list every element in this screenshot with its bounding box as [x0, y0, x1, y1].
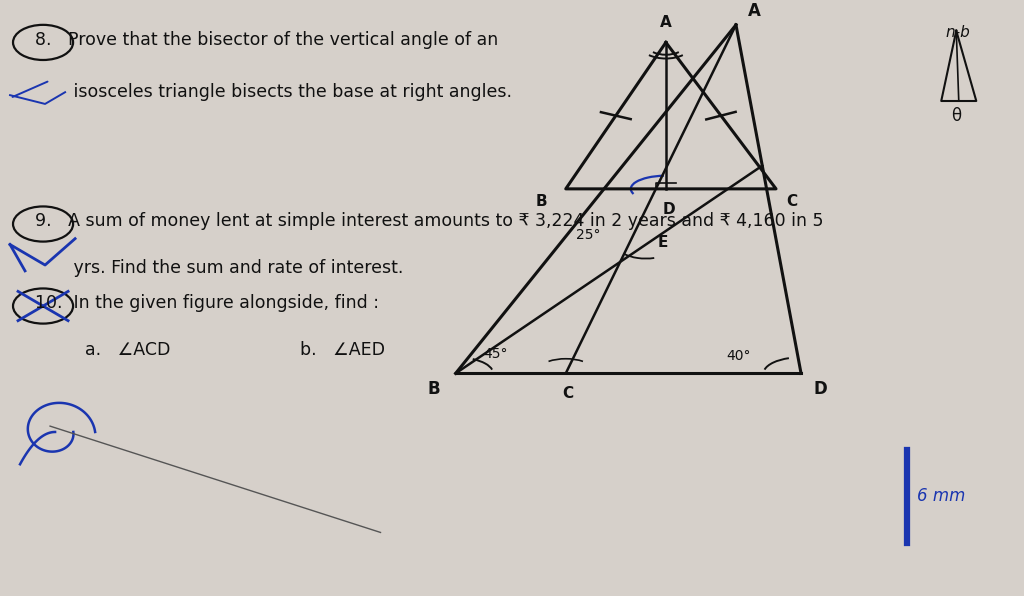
- Text: θ: θ: [951, 107, 962, 125]
- Text: isosceles triangle bisects the base at right angles.: isosceles triangle bisects the base at r…: [35, 83, 512, 101]
- Text: yrs. Find the sum and rate of interest.: yrs. Find the sum and rate of interest.: [35, 259, 403, 277]
- Text: A: A: [660, 14, 672, 30]
- Text: C: C: [562, 386, 573, 401]
- Text: 6 mm: 6 mm: [918, 488, 966, 505]
- Text: 40°: 40°: [726, 349, 751, 363]
- Text: B: B: [537, 194, 548, 209]
- Text: b.   ∠AED: b. ∠AED: [300, 341, 385, 359]
- Text: C: C: [786, 194, 797, 209]
- Text: a.   ∠ACD: a. ∠ACD: [85, 341, 170, 359]
- Text: 45°: 45°: [483, 346, 508, 361]
- Text: E: E: [657, 235, 669, 250]
- Text: n-b: n-b: [945, 25, 970, 40]
- Text: 10.  In the given figure alongside, find :: 10. In the given figure alongside, find …: [35, 294, 379, 312]
- Text: A: A: [748, 2, 761, 20]
- Text: 9.   A sum of money lent at simple interest amounts to ₹ 3,224 in 2 years and ₹ : 9. A sum of money lent at simple interes…: [35, 212, 823, 230]
- Text: 25°: 25°: [577, 228, 601, 241]
- Text: D: D: [663, 202, 675, 217]
- Text: 8.   Prove that the bisector of the vertical angle of an: 8. Prove that the bisector of the vertic…: [35, 31, 499, 49]
- Text: B: B: [428, 380, 440, 398]
- Text: D: D: [813, 380, 826, 398]
